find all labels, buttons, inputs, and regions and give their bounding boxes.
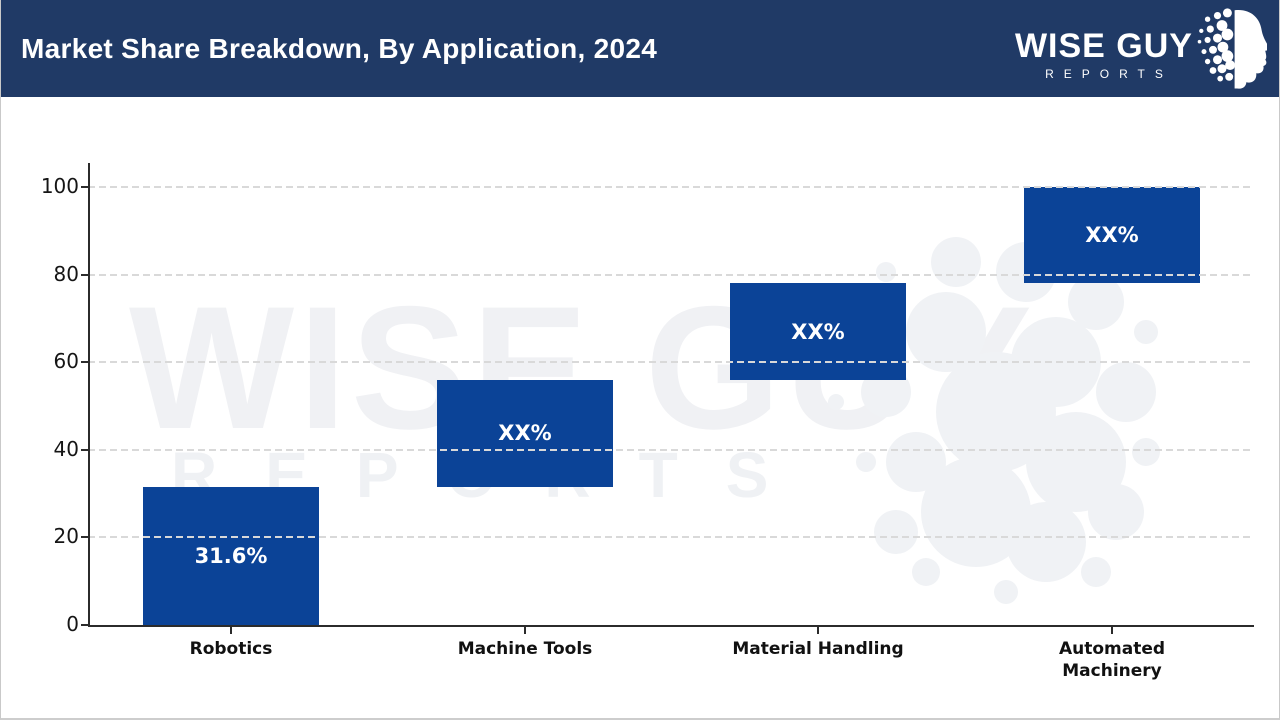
y-tick-mark-60 bbox=[81, 361, 88, 364]
logo-subtitle: REPORTS bbox=[1045, 67, 1173, 81]
wise-guy-reports-logo: WISE GUY REPORTS bbox=[1015, 6, 1267, 90]
y-tick-label-100: 100 bbox=[40, 174, 79, 198]
bar-value-label: 31.6% bbox=[194, 543, 268, 568]
x-tick-mark-4 bbox=[1111, 627, 1113, 634]
y-axis-line bbox=[88, 163, 90, 627]
x-tick-mark-3 bbox=[817, 627, 819, 634]
x-category-label-4: Automated Machinery bbox=[1058, 639, 1166, 682]
logo-wordmark: WISE GUY bbox=[1014, 27, 1193, 65]
y-tick-label-40: 40 bbox=[53, 436, 79, 461]
gridline-y20 bbox=[88, 536, 1254, 539]
gridline-y80 bbox=[88, 273, 1254, 276]
x-axis-line bbox=[88, 625, 1254, 627]
x-tick-mark-1 bbox=[230, 627, 232, 634]
y-tick-label-80: 80 bbox=[53, 261, 79, 286]
y-tick-mark-0 bbox=[81, 624, 88, 626]
bar-automated-machinery bbox=[1024, 187, 1200, 284]
y-tick-mark-80 bbox=[81, 273, 88, 276]
y-tick-label-0: 0 bbox=[66, 612, 79, 636]
bar-machine-tools bbox=[437, 379, 613, 487]
header-bar: Market Share Breakdown, By Application, … bbox=[1, 0, 1279, 97]
bar-robotics bbox=[143, 486, 319, 625]
x-category-label-2: Machine Tools bbox=[457, 639, 593, 659]
y-tick-label-60: 60 bbox=[53, 349, 79, 374]
bar-value-label: XX% bbox=[1085, 223, 1139, 248]
gridline-y60 bbox=[88, 361, 1254, 364]
page-title: Market Share Breakdown, By Application, … bbox=[21, 32, 658, 64]
y-tick-mark-100 bbox=[81, 186, 88, 188]
logo-text: WISE GUY REPORTS bbox=[1015, 29, 1193, 81]
gridline-y100 bbox=[88, 186, 1254, 188]
logo-face-icon bbox=[1197, 8, 1267, 89]
y-tick-mark-40 bbox=[81, 448, 88, 451]
x-category-label-3: Material Handling bbox=[732, 639, 904, 659]
bar-value-label: XX% bbox=[791, 319, 845, 344]
x-category-label-1: Robotics bbox=[189, 639, 273, 659]
y-tick-mark-20 bbox=[81, 536, 88, 539]
bar-value-label: XX% bbox=[498, 421, 552, 446]
gridline-y40 bbox=[88, 448, 1254, 451]
y-tick-label-20: 20 bbox=[53, 524, 79, 549]
x-tick-mark-2 bbox=[524, 627, 526, 634]
bar-material-handling bbox=[730, 283, 906, 380]
